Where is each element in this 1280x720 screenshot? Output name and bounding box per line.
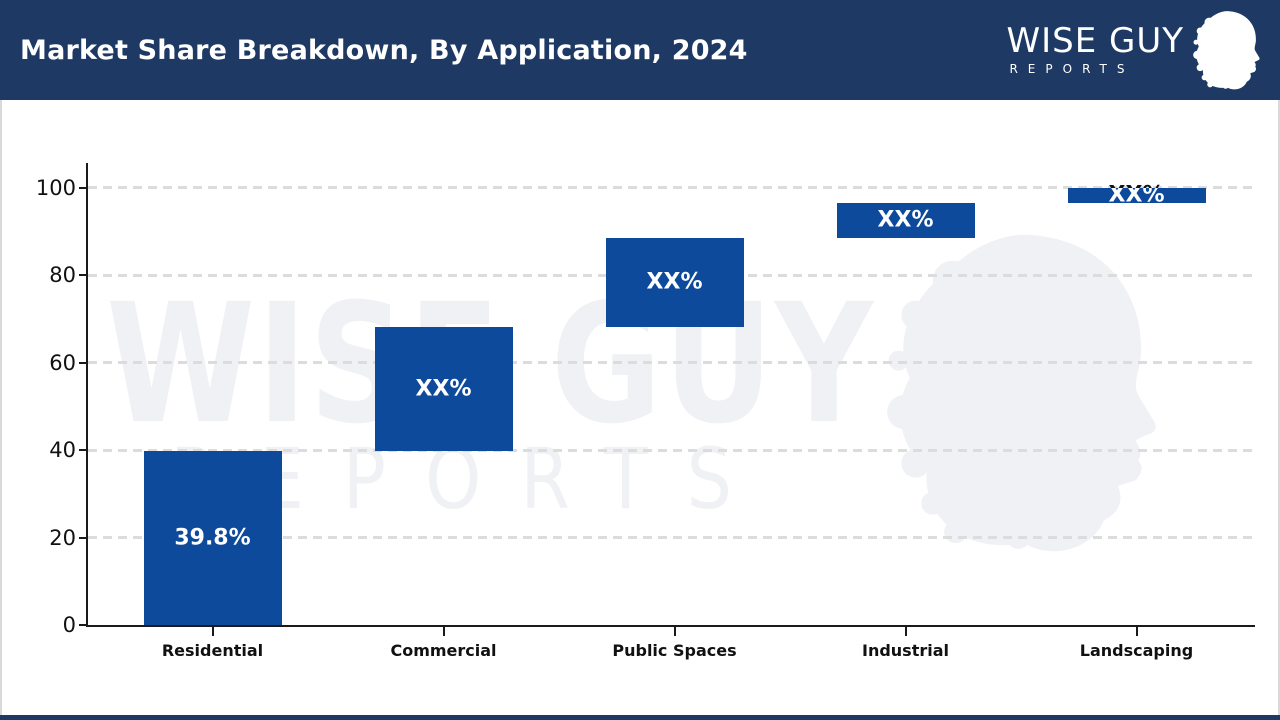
bar-value-label: XX% — [415, 376, 472, 402]
y-axis-tick-label: 60 — [49, 350, 76, 375]
bar-industrial: XX% — [836, 202, 975, 238]
x-axis-tick — [673, 627, 676, 636]
y-axis-tick-label: 40 — [49, 438, 76, 462]
chart-header: Market Share Breakdown, By Application, … — [0, 0, 1280, 100]
y-axis-tick-label: 80 — [49, 263, 76, 287]
bar-value-label: 39.8% — [174, 525, 251, 551]
plot-area: WISE GUY REPORTS 02040608010039.8%39.8%R… — [0, 100, 1280, 720]
x-axis-tick — [1135, 627, 1138, 636]
x-axis-label: Residential — [161, 641, 264, 660]
logo-subtext: REPORTS — [1009, 62, 1135, 76]
bar-value-label: XX% — [1108, 187, 1165, 203]
bar-commercial: XX% — [374, 326, 513, 451]
y-axis-tick-label: 100 — [35, 175, 76, 200]
x-axis-line — [86, 625, 1255, 627]
y-grid-line — [88, 186, 1255, 189]
y-axis-tick — [79, 536, 88, 539]
x-axis-tick — [211, 627, 214, 636]
logo-head-icon — [1193, 11, 1260, 90]
y-axis-tick — [79, 186, 88, 189]
bar-landscaping: XX% — [1067, 187, 1206, 203]
y-axis-line — [86, 163, 88, 627]
brand-logo: WISE GUY REPORTS — [1006, 7, 1264, 93]
bar-value-label: XX% — [877, 207, 934, 233]
brand-logo-text: WISE GUY REPORTS — [1006, 24, 1184, 76]
y-axis-tick — [79, 361, 88, 364]
y-grid-line — [88, 448, 1255, 452]
x-axis-tick — [904, 627, 907, 636]
logo-wordmark: WISE GUY — [1006, 21, 1184, 61]
x-axis-tick — [442, 627, 445, 636]
y-grid-line — [88, 361, 1255, 364]
x-axis-label: Industrial — [861, 641, 949, 660]
x-axis-label: Public Spaces — [612, 641, 737, 660]
watermark-head-graphic — [887, 234, 1156, 552]
bar-public-spaces: XX% — [605, 237, 744, 327]
bar-residential: 39.8% — [143, 450, 282, 625]
y-axis-tick-label: 0 — [62, 613, 76, 637]
page-title: Market Share Breakdown, By Application, … — [20, 34, 748, 66]
x-axis-label: Landscaping — [1079, 641, 1194, 660]
y-axis-tick — [79, 624, 88, 626]
y-axis-tick — [79, 449, 88, 451]
bar-value-label: XX% — [646, 269, 703, 295]
y-axis-tick-label: 20 — [49, 525, 76, 550]
y-axis-tick — [79, 274, 88, 276]
x-axis-label: Commercial — [390, 641, 497, 660]
y-grid-line — [88, 536, 1255, 539]
footer-bar — [0, 715, 1280, 720]
